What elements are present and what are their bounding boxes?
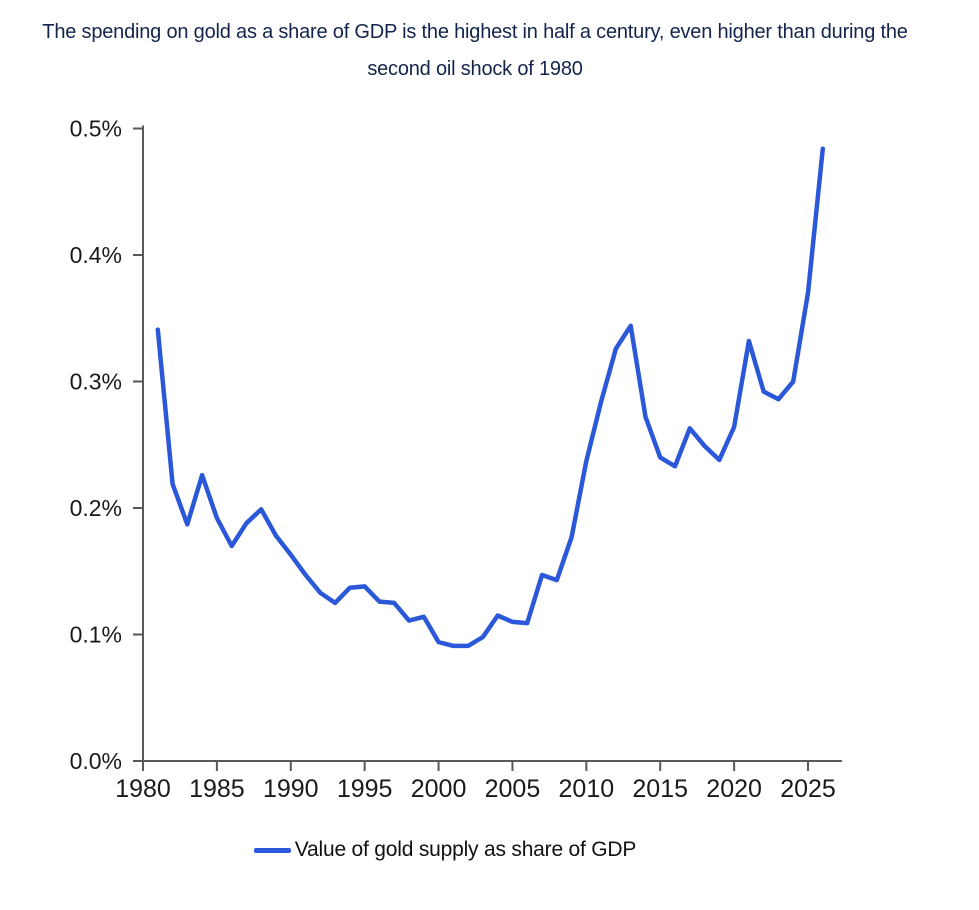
x-tick-label: 2025: [780, 775, 836, 803]
y-tick-label: 0.3%: [70, 369, 122, 395]
y-tick-label: 0.4%: [70, 242, 122, 268]
x-tick-label: 1995: [337, 775, 393, 803]
x-tick-label: 2005: [485, 775, 541, 803]
chart-title-line-2: second oil shock of 1980: [367, 58, 583, 80]
chart-title-line-1: The spending on gold as a share of GDP i…: [42, 21, 908, 43]
x-tick-label: 1980: [115, 775, 171, 803]
legend-line-swatch: [253, 847, 291, 853]
chart-title: The spending on gold as a share of GDP i…: [10, 14, 940, 88]
x-tick-label: 1990: [263, 775, 319, 803]
x-tick-label: 2000: [411, 775, 467, 803]
chart-legend: Value of gold supply as share of GDP: [0, 836, 890, 864]
gold-gdp-line-series: [155, 146, 826, 649]
x-tick-label: 2015: [632, 775, 688, 803]
x-tick-label: 1985: [189, 775, 245, 803]
x-tick-label: 2010: [559, 775, 615, 803]
y-tick-label: 0.1%: [70, 622, 122, 648]
legend-series-label: Value of gold supply as share of GDP: [294, 838, 637, 861]
x-tick-label: 2020: [706, 775, 762, 803]
y-tick-label: 0.2%: [70, 495, 122, 521]
y-tick-label: 0.5%: [70, 116, 122, 142]
y-tick-label: 0.0%: [70, 748, 122, 774]
